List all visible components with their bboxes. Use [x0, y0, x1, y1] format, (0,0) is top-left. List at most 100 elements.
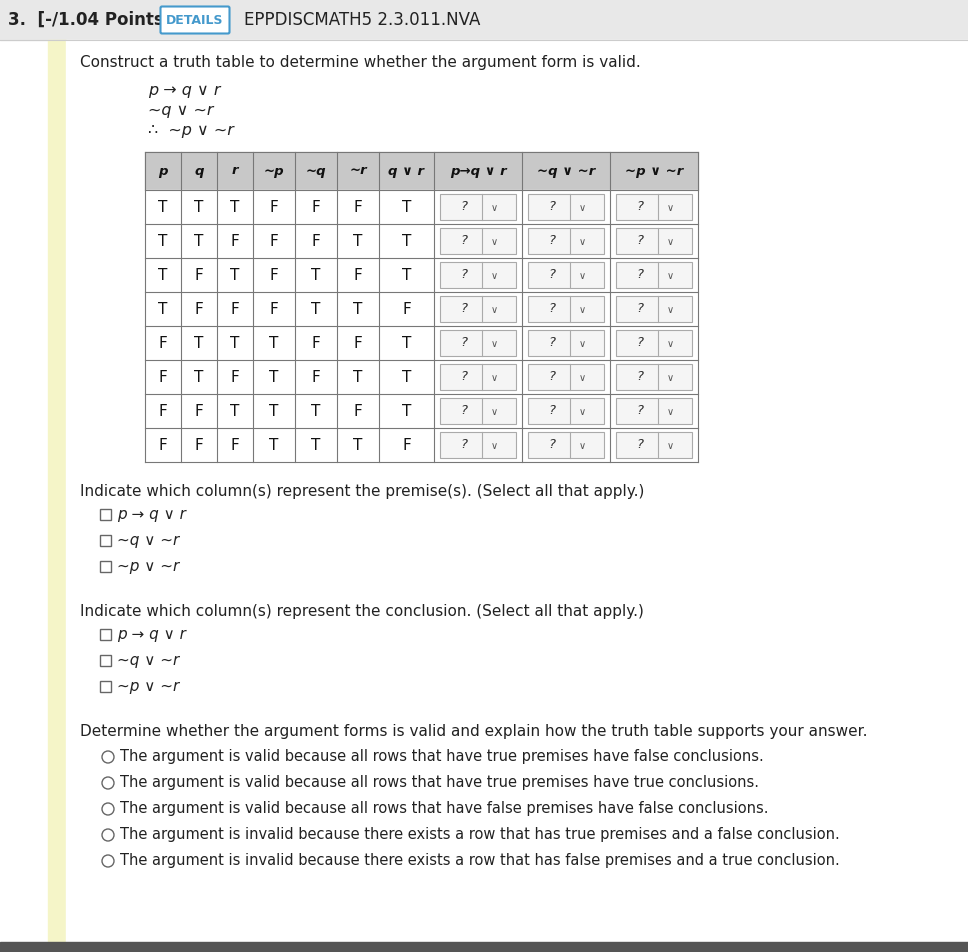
Text: ?: ?	[549, 234, 556, 248]
FancyBboxPatch shape	[440, 262, 516, 288]
Text: ∨: ∨	[579, 373, 587, 383]
Text: ?: ?	[637, 370, 644, 384]
Text: ?: ?	[637, 268, 644, 282]
Text: F: F	[312, 200, 320, 214]
Text: T: T	[269, 369, 279, 385]
Text: ~q ∨ ~r: ~q ∨ ~r	[117, 653, 179, 668]
Text: ?: ?	[461, 268, 468, 282]
FancyBboxPatch shape	[528, 296, 604, 322]
Bar	[0, 0, 968, 40]
Text: ~p ∨ ~r: ~p ∨ ~r	[117, 679, 179, 694]
Bar	[48, 40, 66, 952]
Bar	[0, 942, 968, 952]
Text: ?: ?	[549, 370, 556, 384]
Text: T: T	[402, 233, 411, 248]
Text: ∨: ∨	[667, 407, 675, 417]
Text: F: F	[230, 438, 239, 452]
Text: EPPDISCMATH5 2.3.011.NVA: EPPDISCMATH5 2.3.011.NVA	[244, 11, 480, 29]
Bar	[145, 224, 698, 258]
Text: ?: ?	[461, 370, 468, 384]
Text: F: F	[159, 438, 167, 452]
Text: F: F	[195, 268, 203, 283]
Text: F: F	[195, 302, 203, 316]
Text: ~p ∨ ~r: ~p ∨ ~r	[117, 559, 179, 574]
FancyBboxPatch shape	[616, 262, 692, 288]
FancyBboxPatch shape	[616, 330, 692, 356]
FancyBboxPatch shape	[440, 330, 516, 356]
FancyBboxPatch shape	[440, 398, 516, 424]
Text: q ∨ r: q ∨ r	[388, 165, 425, 177]
Text: T: T	[269, 404, 279, 419]
Text: ?: ?	[461, 234, 468, 248]
Text: T: T	[195, 369, 203, 385]
Text: T: T	[402, 335, 411, 350]
Circle shape	[102, 751, 114, 763]
Text: The argument is valid because all rows that have true premises have true conclus: The argument is valid because all rows t…	[120, 776, 759, 790]
Text: ?: ?	[461, 405, 468, 418]
Text: ~p: ~p	[263, 165, 285, 177]
Text: p: p	[158, 165, 167, 177]
Bar	[145, 428, 698, 462]
Bar	[100, 681, 111, 692]
Text: ?: ?	[549, 439, 556, 451]
Text: F: F	[353, 200, 362, 214]
Circle shape	[102, 803, 114, 815]
Text: ?: ?	[461, 336, 468, 349]
FancyBboxPatch shape	[616, 432, 692, 458]
Text: ?: ?	[637, 405, 644, 418]
Text: ∨: ∨	[667, 373, 675, 383]
FancyBboxPatch shape	[528, 364, 604, 390]
Text: T: T	[312, 438, 320, 452]
Text: ∨: ∨	[491, 441, 499, 451]
Text: ∨: ∨	[579, 237, 587, 247]
FancyBboxPatch shape	[440, 296, 516, 322]
Text: F: F	[195, 438, 203, 452]
Text: T: T	[402, 369, 411, 385]
Text: ∨: ∨	[579, 203, 587, 213]
Text: F: F	[159, 369, 167, 385]
Text: T: T	[353, 438, 363, 452]
Circle shape	[102, 777, 114, 789]
Text: T: T	[269, 438, 279, 452]
Bar	[145, 394, 698, 428]
Bar	[100, 509, 111, 520]
Text: ∨: ∨	[491, 373, 499, 383]
Text: ?: ?	[549, 336, 556, 349]
Text: T: T	[159, 200, 167, 214]
Text: T: T	[312, 268, 320, 283]
Text: The argument is invalid because there exists a row that has false premises and a: The argument is invalid because there ex…	[120, 854, 840, 868]
Text: Construct a truth table to determine whether the argument form is valid.: Construct a truth table to determine whe…	[80, 54, 641, 69]
Text: ∨: ∨	[667, 441, 675, 451]
Text: Indicate which column(s) represent the premise(s). (Select all that apply.): Indicate which column(s) represent the p…	[80, 484, 645, 499]
Text: q: q	[195, 165, 203, 177]
Text: ∨: ∨	[491, 203, 499, 213]
FancyBboxPatch shape	[528, 228, 604, 254]
FancyBboxPatch shape	[440, 364, 516, 390]
FancyBboxPatch shape	[528, 398, 604, 424]
Text: F: F	[312, 335, 320, 350]
Text: F: F	[353, 335, 362, 350]
Text: ~q ∨ ~r: ~q ∨ ~r	[537, 165, 595, 177]
Text: T: T	[159, 268, 167, 283]
Text: ?: ?	[549, 268, 556, 282]
Text: T: T	[159, 233, 167, 248]
Text: p → q ∨ r: p → q ∨ r	[117, 507, 186, 522]
Text: F: F	[270, 268, 279, 283]
Text: T: T	[230, 335, 240, 350]
Text: Indicate which column(s) represent the conclusion. (Select all that apply.): Indicate which column(s) represent the c…	[80, 604, 644, 619]
Text: ∨: ∨	[667, 305, 675, 315]
Text: F: F	[195, 404, 203, 419]
Text: ∨: ∨	[491, 407, 499, 417]
Text: ?: ?	[637, 201, 644, 213]
Text: ∨: ∨	[579, 339, 587, 349]
Bar	[145, 360, 698, 394]
FancyBboxPatch shape	[616, 398, 692, 424]
FancyBboxPatch shape	[528, 330, 604, 356]
Text: ~q: ~q	[306, 165, 326, 177]
Bar	[145, 190, 698, 224]
FancyBboxPatch shape	[528, 194, 604, 220]
Text: T: T	[269, 335, 279, 350]
Text: ∨: ∨	[491, 305, 499, 315]
Text: ?: ?	[549, 201, 556, 213]
Text: T: T	[312, 302, 320, 316]
